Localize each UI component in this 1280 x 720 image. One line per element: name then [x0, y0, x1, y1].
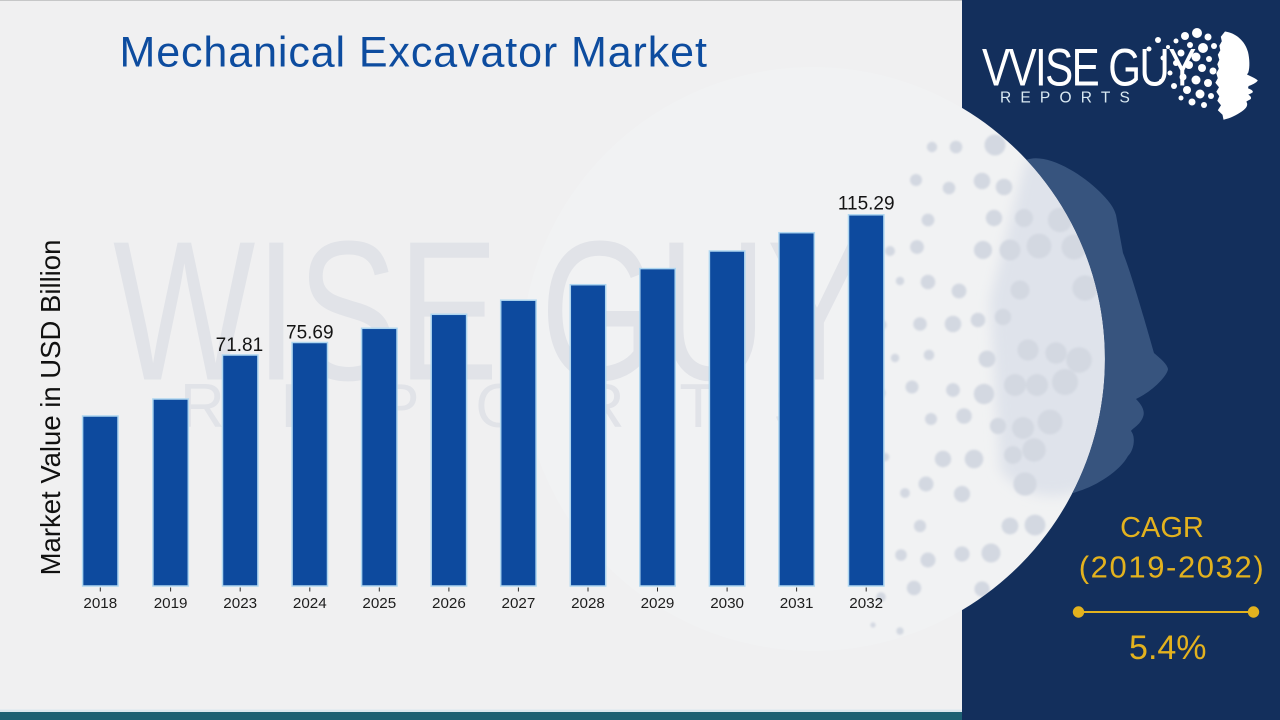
- svg-text:75.69: 75.69: [286, 322, 334, 343]
- svg-text:2027: 2027: [502, 595, 536, 612]
- svg-text:Mechanical Excavator Market: Mechanical Excavator Market: [120, 29, 708, 77]
- svg-text:2025: 2025: [362, 595, 396, 612]
- svg-text:5.4%: 5.4%: [1129, 629, 1207, 667]
- svg-text:2019: 2019: [154, 595, 188, 612]
- svg-text:2030: 2030: [710, 595, 744, 612]
- svg-text:2028: 2028: [571, 595, 605, 612]
- svg-text:2031: 2031: [780, 595, 814, 612]
- svg-text:71.81: 71.81: [216, 335, 264, 356]
- svg-text:CAGR: CAGR: [1120, 512, 1204, 544]
- svg-text:2029: 2029: [641, 595, 675, 612]
- svg-text:2026: 2026: [432, 595, 466, 612]
- svg-text:Market Value in USD Billion: Market Value in USD Billion: [35, 240, 66, 576]
- svg-text:115.29: 115.29: [838, 194, 895, 215]
- svg-text:2023: 2023: [223, 595, 257, 612]
- svg-text:2018: 2018: [83, 595, 117, 612]
- svg-text:VVISE GUY: VVISE GUY: [982, 39, 1196, 98]
- svg-text:REPORTS: REPORTS: [1000, 89, 1139, 106]
- svg-text:2024: 2024: [293, 595, 327, 612]
- svg-text:(2019-2032): (2019-2032): [1079, 550, 1266, 585]
- svg-text:2032: 2032: [849, 595, 883, 612]
